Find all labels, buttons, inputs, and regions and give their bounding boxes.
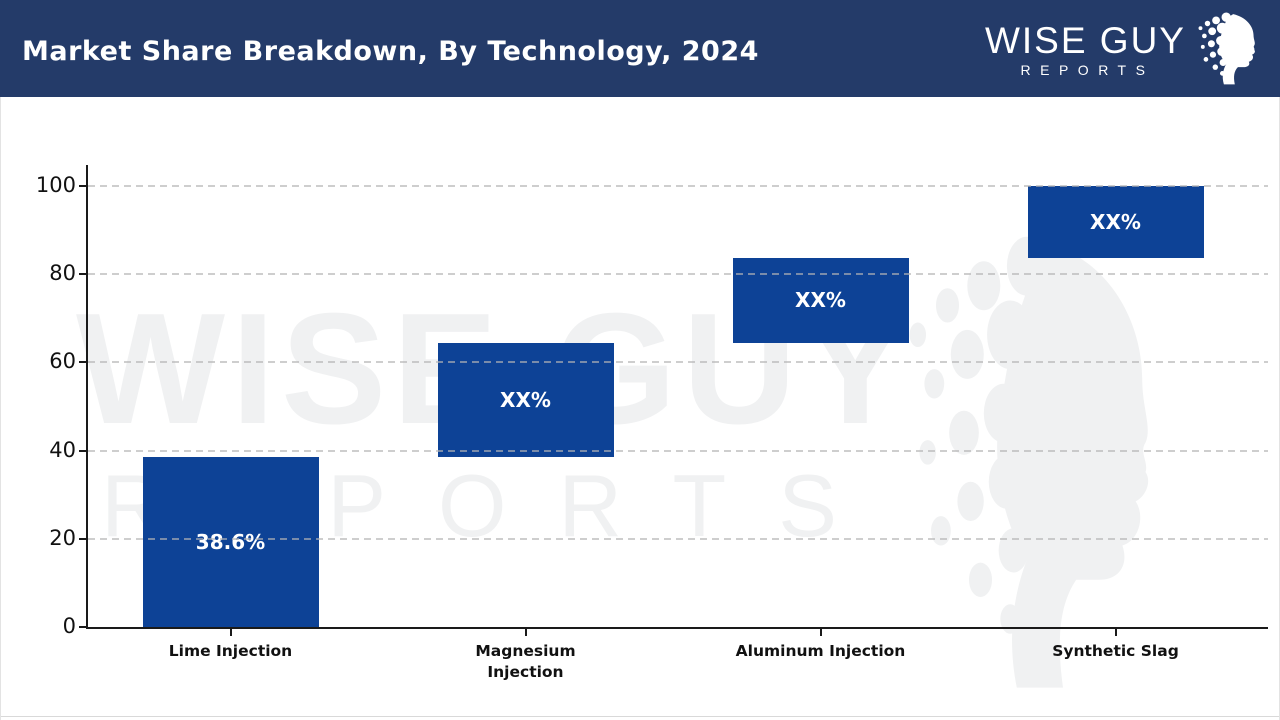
page-bottom-divider (0, 716, 1280, 717)
y-tick-label: 0 (62, 614, 76, 638)
y-tick-label: 100 (35, 173, 76, 197)
y-tick-label: 20 (49, 525, 76, 550)
x-axis-label: Aluminum Injection (735, 642, 906, 660)
y-tick-mark (79, 537, 87, 540)
y-tick-mark (79, 185, 87, 187)
y-axis-line (86, 165, 88, 629)
y-tick-mark (79, 449, 87, 452)
y-tick-label: 40 (49, 437, 76, 462)
wiseguy-logo-text: WISE GUY REPORTS (985, 22, 1186, 78)
x-axis-label: Lime Injection (168, 642, 293, 660)
y-tick-mark (79, 273, 87, 276)
x-tick-mark (819, 628, 822, 636)
gridline-40 (88, 449, 1268, 452)
x-axis-label: Synthetic Slag (1052, 642, 1179, 660)
gridline-60 (88, 361, 1268, 364)
x-axis-label: Magnesium Injection (475, 642, 576, 681)
y-tick-mark (79, 626, 87, 628)
bar-aluminum-injection: XX% (732, 257, 909, 343)
y-tick-mark (79, 361, 87, 364)
bar-value-label: XX% (1090, 209, 1141, 234)
bar-value-label: XX% (795, 288, 846, 313)
chart-title: Market Share Breakdown, By Technology, 2… (22, 36, 759, 67)
bar-magnesium-injection: XX% (437, 342, 614, 457)
bar-value-label: XX% (500, 387, 551, 412)
bar-synthetic-slag: XX% (1027, 186, 1204, 258)
wiseguy-logo-line1: WISE GUY (984, 20, 1186, 61)
gridline-80 (88, 273, 1268, 276)
bar-value-label: 38.6% (195, 529, 266, 554)
bar-lime-injection: 38.6% (142, 456, 319, 627)
y-tick-label: 80 (49, 261, 76, 286)
x-tick-mark (524, 628, 527, 636)
wiseguy-logo-head-icon (1198, 12, 1255, 85)
wiseguy-logo: WISE GUY REPORTS (985, 6, 1266, 94)
x-axis-line (86, 627, 1268, 629)
gridline-20 (88, 537, 1268, 540)
gridline-100 (88, 185, 1268, 187)
wiseguy-logo-line2: REPORTS (1020, 62, 1155, 78)
y-tick-label: 60 (49, 349, 76, 374)
chart-area: WISE GUY REPORTS 38.6% Lime Injection XX% M… (0, 97, 1280, 720)
page-left-divider (0, 97, 1, 720)
header-bar: Market Share Breakdown, By Technology, 2… (0, 0, 1280, 97)
x-tick-mark (1114, 628, 1117, 636)
x-tick-mark (229, 628, 232, 636)
